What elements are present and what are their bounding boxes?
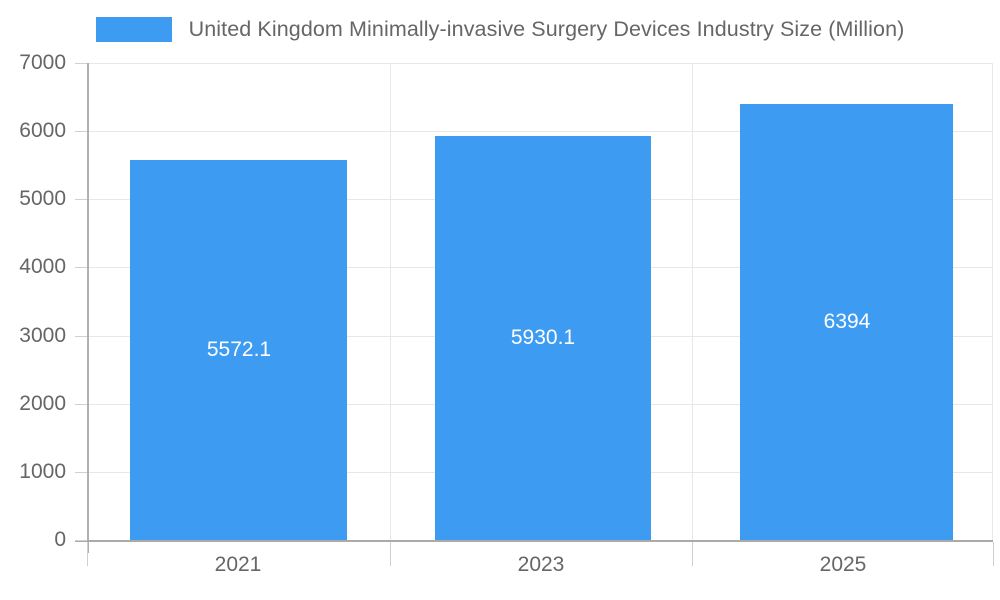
x-tick-mark-0 bbox=[87, 542, 88, 566]
y-tick-label-5000: 5000 bbox=[19, 187, 66, 210]
gridline-x-1 bbox=[390, 63, 391, 540]
y-tick-mark-7000 bbox=[75, 63, 87, 64]
bar-2021[interactable] bbox=[130, 160, 347, 540]
legend-color-swatch-icon bbox=[95, 16, 172, 42]
gridline-y-7000 bbox=[87, 63, 993, 64]
legend-label: United Kingdom Minimally-invasive Surger… bbox=[188, 16, 905, 41]
y-tick-mark-4000 bbox=[75, 267, 87, 268]
bar-value-label-2023: 5930.1 bbox=[510, 326, 576, 349]
x-tick-label-2023: 2023 bbox=[517, 553, 565, 576]
y-tick-label-7000: 7000 bbox=[19, 51, 66, 74]
y-tick-label-3000: 3000 bbox=[19, 324, 66, 347]
y-tick-label-0: 0 bbox=[54, 528, 66, 551]
x-tick-mark-1 bbox=[390, 542, 391, 566]
y-tick-mark-2000 bbox=[75, 404, 87, 405]
bar-2023[interactable] bbox=[435, 136, 651, 540]
legend-item-uk-mis-devices[interactable]: United Kingdom Minimally-invasive Surger… bbox=[95, 16, 905, 42]
plot-right-border bbox=[992, 63, 993, 540]
bar-2025[interactable] bbox=[740, 104, 953, 540]
y-tick-mark-6000 bbox=[75, 131, 87, 132]
x-tick-mark-2 bbox=[692, 542, 693, 566]
x-tick-label-2025: 2025 bbox=[819, 553, 867, 576]
bar-value-label-2025: 6394 bbox=[823, 310, 871, 333]
x-tick-mark-3 bbox=[993, 542, 994, 566]
y-axis-line bbox=[87, 63, 89, 553]
y-tick-mark-3000 bbox=[75, 336, 87, 337]
chart-legend: United Kingdom Minimally-invasive Surger… bbox=[0, 0, 1000, 58]
y-tick-mark-5000 bbox=[75, 199, 87, 200]
y-tick-label-6000: 6000 bbox=[19, 119, 66, 142]
x-tick-label-2021: 2021 bbox=[214, 553, 262, 576]
y-tick-label-1000: 1000 bbox=[19, 460, 66, 483]
gridline-x-2 bbox=[692, 63, 693, 540]
x-axis-line bbox=[75, 540, 993, 542]
y-tick-label-2000: 2000 bbox=[19, 392, 66, 415]
gridline-y-6000 bbox=[87, 131, 993, 132]
y-tick-mark-1000 bbox=[75, 472, 87, 473]
y-tick-mark-0 bbox=[75, 540, 87, 541]
bar-value-label-2021: 5572.1 bbox=[206, 338, 272, 361]
y-tick-label-4000: 4000 bbox=[19, 255, 66, 278]
